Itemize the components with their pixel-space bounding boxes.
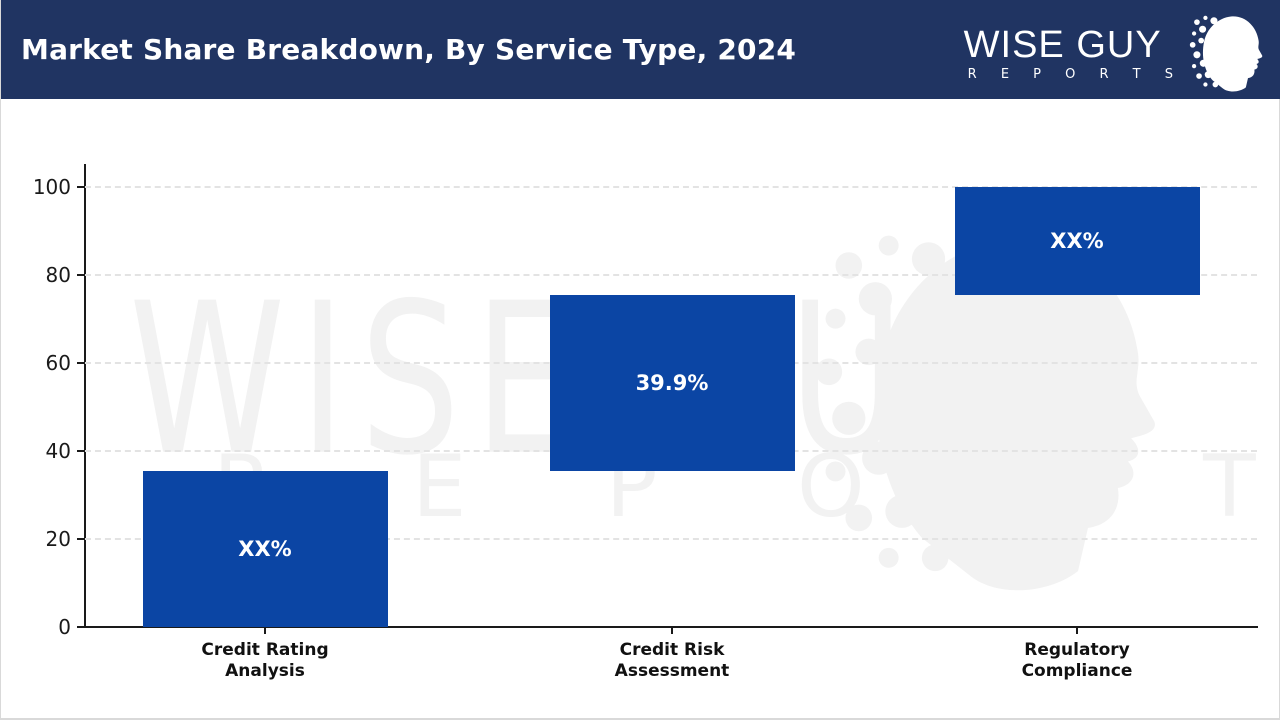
bar-value-label: 39.9% <box>635 371 709 395</box>
x-tick <box>264 628 266 634</box>
x-tick <box>1076 628 1078 634</box>
x-axis-label: Credit Rating Analysis <box>201 640 329 681</box>
y-tick <box>77 186 85 188</box>
y-tick <box>77 450 85 452</box>
y-tick <box>77 538 85 540</box>
y-tick-label: 80 <box>45 263 71 287</box>
y-tick-label: 20 <box>45 527 71 551</box>
bar-value-label: XX% <box>238 536 292 561</box>
header-bar: Market Share Breakdown, By Service Type,… <box>1 0 1280 99</box>
bar-segment: XX% <box>142 470 388 627</box>
y-tick-label: 0 <box>58 615 71 639</box>
x-tick <box>671 628 673 634</box>
bar-segment: 39.9% <box>549 295 795 471</box>
y-tick <box>77 362 85 364</box>
y-axis-line <box>84 164 86 628</box>
brand-logo: WISE GUY R E P O R T S <box>964 12 1265 94</box>
y-tick-label: 100 <box>32 175 71 199</box>
brand-subtext: R E P O R T S <box>967 66 1183 82</box>
y-tick-label: 60 <box>45 351 71 375</box>
y-tick-label: 40 <box>45 439 71 463</box>
bar-value-label: XX% <box>1050 229 1104 254</box>
y-tick <box>77 274 85 276</box>
gridline <box>85 538 1257 540</box>
gridline <box>85 274 1257 276</box>
x-axis-label: Credit Risk Assessment <box>614 640 730 681</box>
x-axis-label: Regulatory Compliance <box>1021 640 1133 681</box>
brand-wordmark: WISE GUY <box>963 23 1162 66</box>
x-axis-line <box>84 626 1258 628</box>
gridline <box>85 186 1257 188</box>
bar-segment: XX% <box>954 187 1200 296</box>
y-tick <box>77 626 85 628</box>
page-title: Market Share Breakdown, By Service Type,… <box>21 33 797 66</box>
brand-text: WISE GUY R E P O R T S <box>964 25 1183 82</box>
